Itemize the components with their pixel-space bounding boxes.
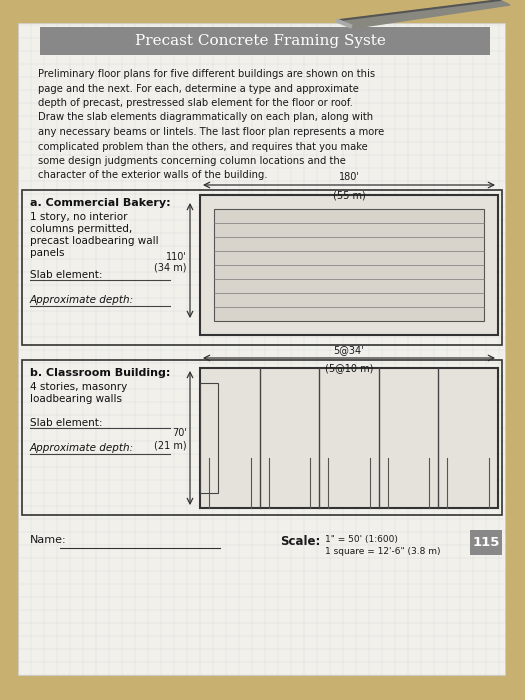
Text: some design judgments concerning column locations and the: some design judgments concerning column … <box>38 156 346 166</box>
Text: 110': 110' <box>166 251 187 262</box>
Text: 5@34': 5@34' <box>334 345 364 355</box>
Text: (5@10 m): (5@10 m) <box>325 363 373 373</box>
Text: 115: 115 <box>472 536 500 550</box>
Text: 4 stories, masonry: 4 stories, masonry <box>30 382 127 392</box>
Text: b. Classroom Building:: b. Classroom Building: <box>30 368 171 378</box>
Text: character of the exterior walls of the building.: character of the exterior walls of the b… <box>38 171 268 181</box>
Text: Scale:: Scale: <box>280 535 320 548</box>
Text: 70': 70' <box>172 428 187 438</box>
Text: Approximate depth:: Approximate depth: <box>30 443 134 453</box>
Bar <box>200 383 218 493</box>
Text: Name:: Name: <box>30 535 67 545</box>
Text: columns permitted,: columns permitted, <box>30 224 132 234</box>
Text: complicated problem than the others, and requires that you make: complicated problem than the others, and… <box>38 141 368 151</box>
Bar <box>22 360 502 515</box>
Text: loadbearing walls: loadbearing walls <box>30 394 122 404</box>
Text: Slab element:: Slab element: <box>30 270 102 280</box>
Text: (55 m): (55 m) <box>333 190 365 200</box>
Text: Approximate depth:: Approximate depth: <box>30 295 134 305</box>
Text: 1 story, no interior: 1 story, no interior <box>30 212 128 222</box>
Bar <box>200 368 498 508</box>
Text: any necessary beams or lintels. The last floor plan represents a more: any necessary beams or lintels. The last… <box>38 127 384 137</box>
Bar <box>40 27 490 55</box>
Text: Slab element:: Slab element: <box>30 418 102 428</box>
Text: 180': 180' <box>339 172 360 182</box>
Text: page and the next. For each, determine a type and approximate: page and the next. For each, determine a… <box>38 83 359 94</box>
Text: 1 square = 12'-6" (3.8 m): 1 square = 12'-6" (3.8 m) <box>325 547 440 556</box>
Text: precast loadbearing wall: precast loadbearing wall <box>30 236 159 246</box>
Text: Preliminary floor plans for five different buildings are shown on this: Preliminary floor plans for five differe… <box>38 69 375 79</box>
Polygon shape <box>340 0 510 28</box>
Text: (21 m): (21 m) <box>154 440 187 450</box>
Bar <box>22 190 502 345</box>
Bar <box>214 209 484 321</box>
Text: panels: panels <box>30 248 65 258</box>
Text: 1" = 50' (1:600): 1" = 50' (1:600) <box>325 535 398 544</box>
Text: depth of precast, prestressed slab element for the floor or roof.: depth of precast, prestressed slab eleme… <box>38 98 353 108</box>
Text: (34 m): (34 m) <box>154 262 187 272</box>
Text: a. Commercial Bakery:: a. Commercial Bakery: <box>30 198 171 208</box>
Text: Precast Concrete Framing Syste: Precast Concrete Framing Syste <box>134 34 385 48</box>
Text: Draw the slab elements diagrammatically on each plan, along with: Draw the slab elements diagrammatically … <box>38 113 373 122</box>
Bar <box>200 195 498 335</box>
Bar <box>470 530 502 555</box>
